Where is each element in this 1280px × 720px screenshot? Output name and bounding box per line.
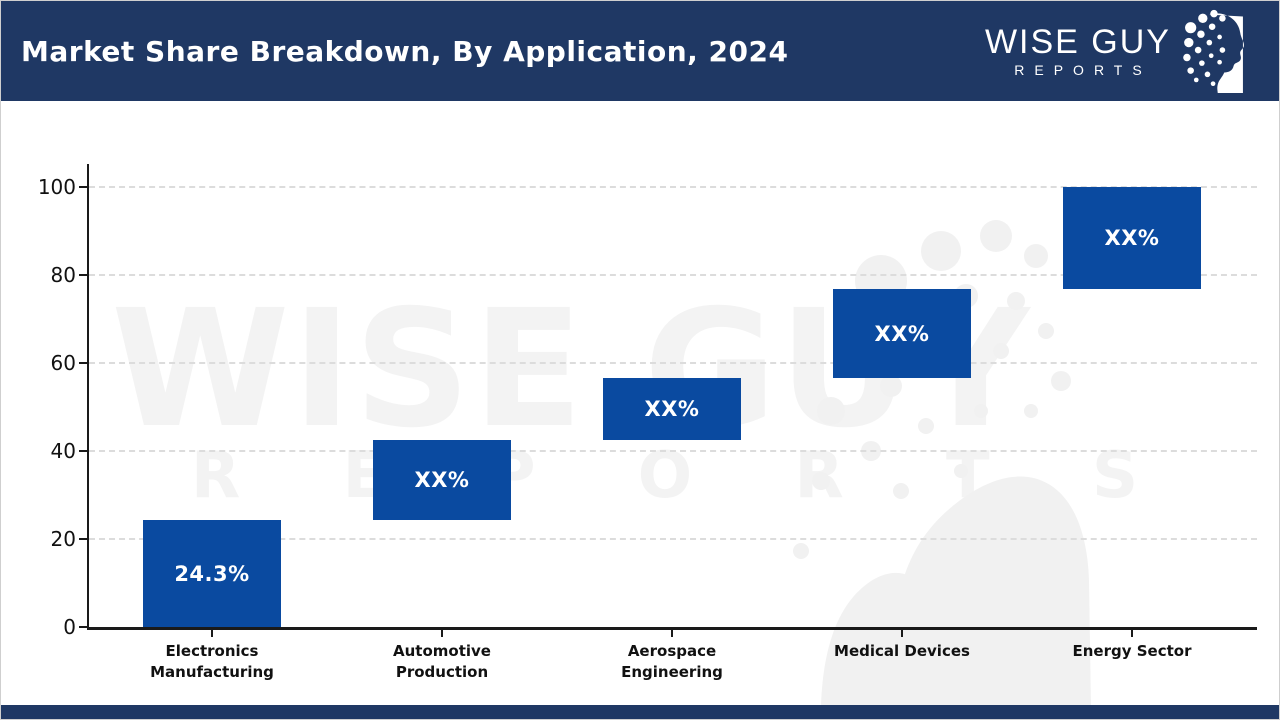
bar-value-label: XX% <box>644 397 700 422</box>
y-axis-tick-mark <box>79 450 88 452</box>
chart-area: WISE GUY R E P O R T S 0 20 40 60 80 100 24.3%… <box>1 101 1279 707</box>
x-axis-tick-mark <box>441 630 443 637</box>
x-axis-tick-mark <box>671 630 673 637</box>
x-axis-category-label: Medical Devices <box>834 642 970 660</box>
bar-energy-sector: XX% <box>1063 187 1201 290</box>
bar-value-label: 24.3% <box>174 561 250 586</box>
x-axis-category-label: Energy Sector <box>1072 642 1192 660</box>
gridline-20 <box>89 538 1257 540</box>
x-axis-tick-mark <box>211 630 213 637</box>
logo-text-wiseguy: WISE GUY <box>984 23 1171 61</box>
bar-medical-devices: XX% <box>833 289 971 378</box>
footer-bar <box>1 705 1279 719</box>
gridline-40 <box>89 450 1257 452</box>
x-axis-tick-mark <box>901 630 903 637</box>
logo-text-reports: REPORTS <box>1014 62 1152 78</box>
y-axis-tick-mark <box>79 538 88 540</box>
report-header: Market Share Breakdown, By Application, … <box>1 1 1279 101</box>
x-axis-line <box>87 627 1257 630</box>
y-axis-tick-label: 20 <box>50 527 76 551</box>
gridline-80 <box>89 274 1257 276</box>
x-axis-category-label: Electronics Manufacturing <box>150 642 274 681</box>
bar-value-label: XX% <box>874 321 930 346</box>
x-axis-tick-mark <box>1131 630 1133 637</box>
bar-value-label: XX% <box>1104 226 1160 251</box>
wiseguy-logo: WISE GUY REPORTS <box>985 9 1251 93</box>
logo-wordmark: WISE GUY REPORTS <box>985 25 1171 77</box>
y-axis-tick-label: 80 <box>50 263 76 287</box>
gridline-100 <box>89 186 1257 188</box>
y-axis-tick-mark <box>79 186 88 188</box>
watermark-face-icon <box>793 220 1091 707</box>
x-axis-category-label: Automotive Production <box>393 642 491 681</box>
gridline-60 <box>89 362 1257 364</box>
bar-aerospace-engineering: XX% <box>603 377 741 441</box>
y-axis-tick-label: 100 <box>37 175 76 199</box>
y-axis-tick-label: 0 <box>63 615 76 639</box>
page-title: Market Share Breakdown, By Application, … <box>21 34 789 68</box>
bar-value-label: XX% <box>414 468 470 493</box>
y-axis-tick-mark <box>79 274 88 276</box>
y-axis-tick-label: 40 <box>50 439 76 463</box>
y-axis-tick-mark <box>79 626 88 628</box>
logo-face-icon <box>1183 9 1245 93</box>
x-axis-category-label: Aerospace Engineering <box>621 642 723 681</box>
y-axis-tick-mark <box>79 362 88 364</box>
y-axis-line <box>87 164 89 629</box>
bar-automotive-production: XX% <box>373 440 511 521</box>
y-axis-tick-label: 60 <box>50 351 76 375</box>
bar-electronics-manufacturing: 24.3% <box>143 520 281 627</box>
